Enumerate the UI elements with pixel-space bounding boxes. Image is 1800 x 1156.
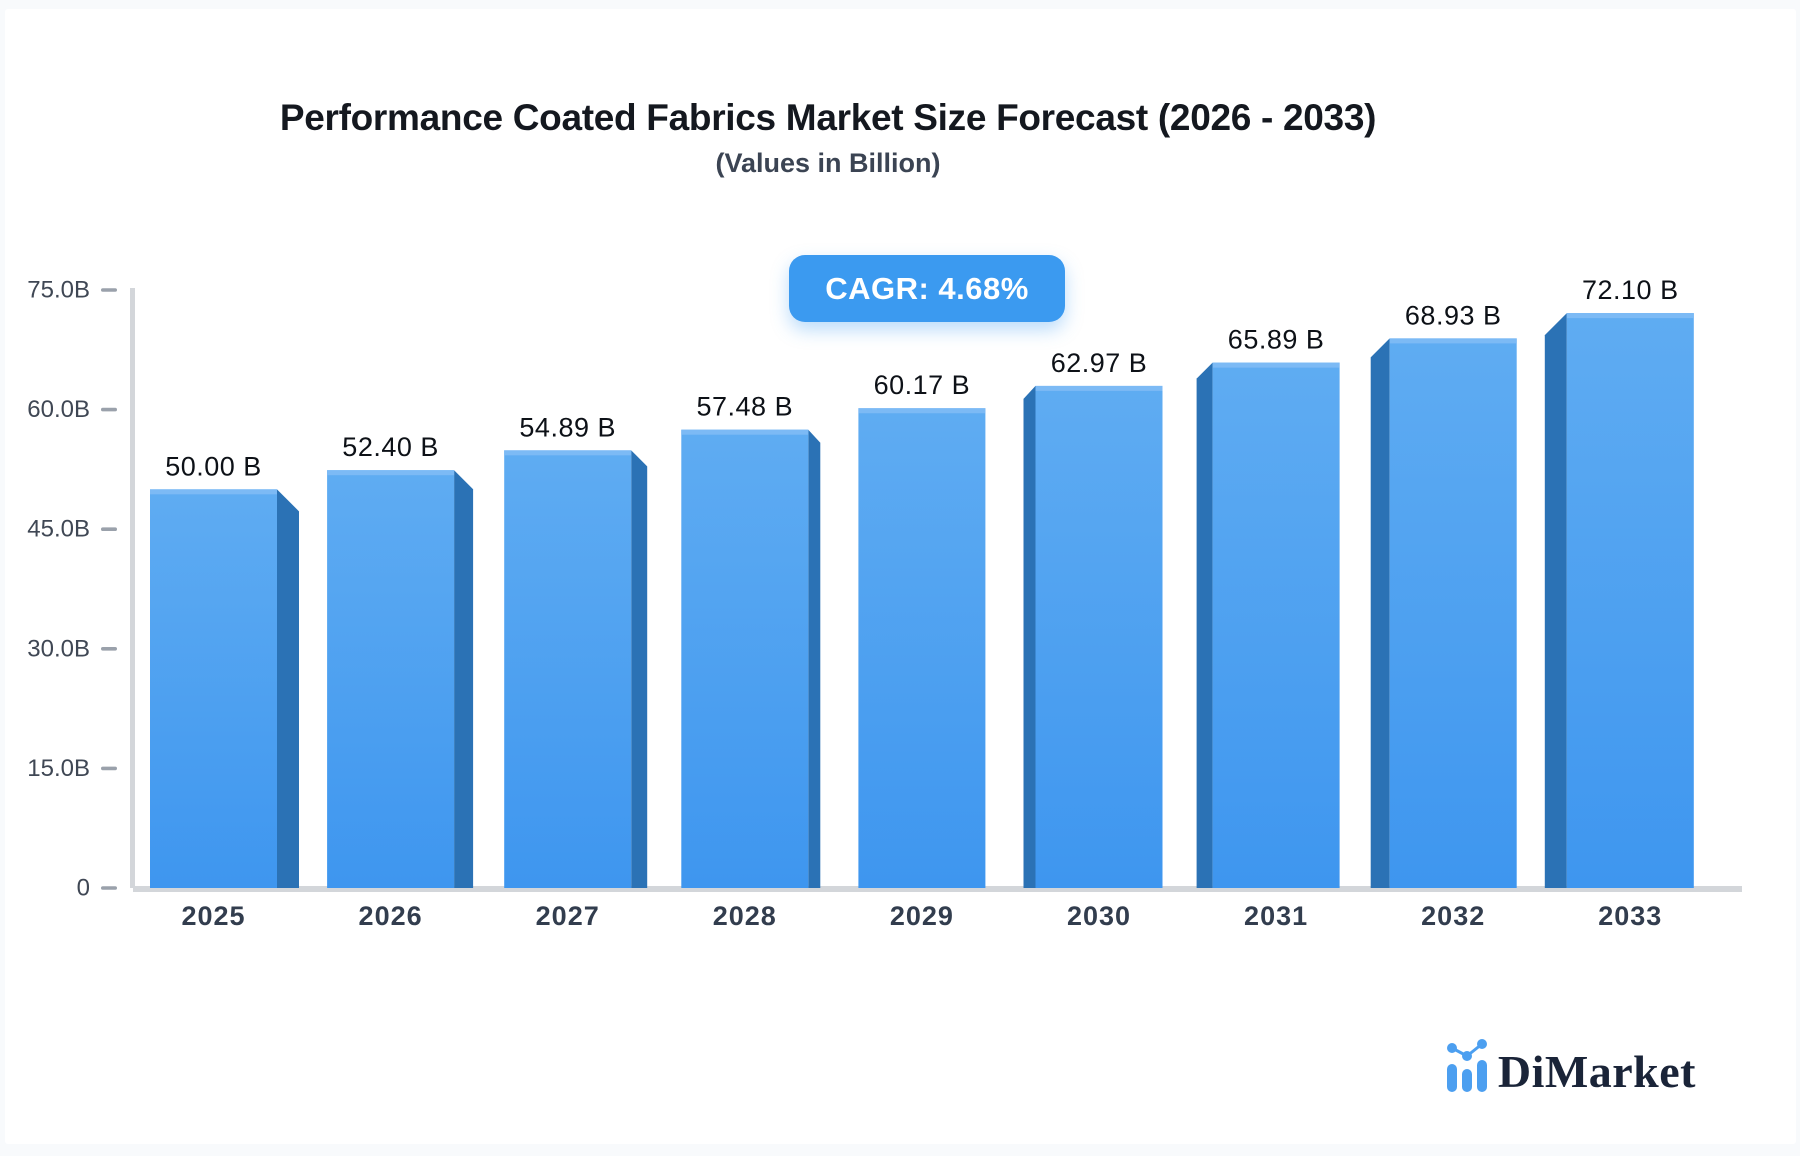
brand-name: DiMarket	[1497, 1046, 1696, 1098]
y-tick-mark	[101, 766, 117, 771]
bar-value-label: 62.97 B	[1051, 348, 1148, 378]
y-tick-label: 15.0B	[27, 755, 90, 782]
bar-side-face	[808, 429, 821, 888]
x-category-label: 2029	[890, 901, 954, 931]
cagr-badge-label: CAGR: 4.68%	[825, 270, 1029, 306]
bar-2027[interactable]	[504, 450, 648, 888]
bar-front-face	[858, 408, 986, 888]
x-category-label: 2032	[1421, 901, 1485, 931]
bar-2030[interactable]	[1023, 385, 1163, 888]
bar-top-edge	[858, 408, 986, 414]
bar-top-edge	[1389, 338, 1517, 344]
bar-front-face	[1389, 338, 1517, 888]
bar-side-face	[277, 489, 299, 888]
y-tick-mark	[101, 407, 117, 412]
x-category-label: 2030	[1067, 901, 1131, 931]
bar-2028[interactable]	[681, 429, 821, 888]
bar-front-face	[681, 429, 809, 888]
bar-top-edge	[150, 489, 277, 495]
chart-axes: 75.0B 60.0B 45.0B 30.0B 15.0B 0	[27, 277, 1742, 902]
bar-side-face	[1023, 385, 1036, 888]
bar-2031[interactable]	[1196, 362, 1340, 888]
y-tick-label: 0	[77, 875, 90, 902]
bar-front-face	[1035, 385, 1163, 888]
x-category-label: 2026	[359, 901, 423, 931]
bar-value-label: 65.89 B	[1228, 325, 1325, 355]
bar-2025[interactable]	[150, 489, 299, 888]
bar-2026[interactable]	[327, 470, 474, 888]
bar-value-label: 60.17 B	[874, 370, 971, 400]
y-tick-mark	[101, 527, 117, 531]
bar-front-face	[1566, 313, 1694, 888]
bar-2029[interactable]	[858, 408, 986, 888]
x-axis-line	[133, 886, 1742, 892]
y-tick-label: 60.0B	[27, 396, 90, 423]
bar-top-edge	[1566, 313, 1694, 319]
bar-side-face	[1544, 313, 1567, 888]
bar-chart-logo-icon	[1446, 1039, 1487, 1092]
chart-bars	[150, 313, 1694, 888]
bar-value-label: 52.40 B	[342, 432, 439, 462]
bar-side-face	[1196, 362, 1213, 888]
bar-value-label: 57.48 B	[697, 392, 794, 422]
x-category-label: 2028	[713, 901, 777, 931]
bar-2033[interactable]	[1544, 313, 1694, 888]
x-category-label: 2033	[1598, 901, 1662, 931]
bar-value-label: 72.10 B	[1582, 275, 1679, 305]
bar-2032[interactable]	[1370, 338, 1517, 888]
cagr-badge: CAGR: 4.68%	[789, 255, 1065, 322]
chart-subtitle: (Values in Billion)	[715, 148, 941, 178]
bar-side-face	[454, 470, 474, 888]
bar-value-label: 68.93 B	[1405, 300, 1502, 330]
bar-top-edge	[504, 450, 632, 456]
bar-value-label: 50.00 B	[165, 451, 262, 481]
bar-top-edge	[1035, 385, 1163, 391]
bar-front-face	[327, 470, 455, 888]
chart-title: Performance Coated Fabrics Market Size F…	[279, 97, 1377, 138]
bar-front-face	[504, 450, 632, 888]
brand-logo: DiMarket	[1446, 1036, 1696, 1098]
y-tick-mark	[101, 647, 117, 651]
bar-front-face	[1212, 362, 1340, 888]
bar-front-face	[150, 489, 277, 888]
y-tick-label: 75.0B	[27, 277, 90, 304]
y-tick-mark	[101, 886, 117, 890]
y-axis-line	[130, 288, 135, 888]
chart-labels: 50.00 B 2025 52.40 B 2026 54.89 B 2027 57.48 B…	[165, 275, 1678, 931]
x-category-label: 2025	[181, 901, 245, 931]
bar-top-edge	[327, 470, 455, 476]
bar-top-edge	[681, 429, 809, 435]
bar-value-label: 54.89 B	[519, 412, 616, 442]
bar-side-face	[1370, 338, 1390, 888]
bar-side-face	[631, 450, 648, 888]
x-category-label: 2031	[1244, 901, 1308, 931]
y-tick-label: 30.0B	[27, 635, 90, 662]
y-tick-label: 45.0B	[27, 516, 90, 543]
bar-top-edge	[1212, 362, 1340, 368]
x-category-label: 2027	[536, 901, 600, 931]
y-tick-mark	[101, 288, 117, 292]
